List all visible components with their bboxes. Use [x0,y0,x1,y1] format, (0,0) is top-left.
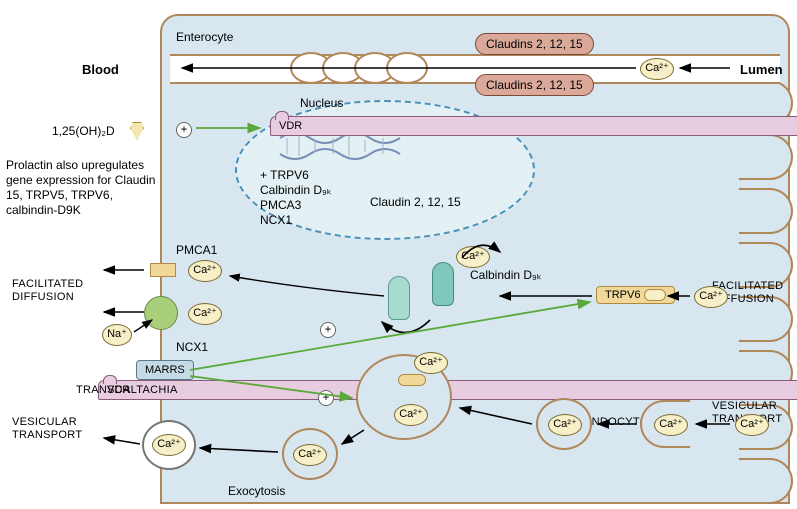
lumen-label: Lumen [740,62,783,77]
plus-icon: + [318,390,334,406]
ca-ion: Ca²⁺ [548,414,582,436]
vesicular-transport-left: VESICULAR TRANSPORT [12,416,102,442]
exocytosis-label: Exocytosis [228,484,285,498]
ca-ion: Ca²⁺ [456,246,490,268]
ca-ion: Ca²⁺ [188,260,222,282]
transcaltachia-label: TRANSCALTACHIA [76,384,178,396]
ca-ion: Ca²⁺ [735,414,769,436]
tight-junction-icon [386,52,428,84]
claudin-pill: Claudins 2, 12, 15 [475,33,594,55]
ca-ion: Ca²⁺ [394,404,428,426]
pmca1-channel [150,263,176,277]
ca-ion: Ca²⁺ [152,434,186,456]
ca-ion: Ca²⁺ [188,303,222,325]
facilitated-diffusion-left: FACILITATED DIFFUSION [12,278,102,304]
ca-ion: Ca²⁺ [694,286,728,308]
nucleus-label: Nucleus [300,96,343,110]
ca-ion: Ca²⁺ [293,444,327,466]
calbindin-icon [432,262,454,306]
ncx1-label: NCX1 [176,340,208,354]
na-ion: Na⁺ [102,324,132,346]
trpv6-cyl-icon [644,289,666,301]
trpv6-label: TRPV6 [605,289,640,301]
gene-list: + TRPV6 Calbindin D₉ₖ PMCA3 NCX1 [260,168,332,228]
ca-ion: Ca²⁺ [640,58,674,80]
claudin-gene-label: Claudin 2, 12, 15 [370,195,461,209]
plus-icon: + [176,122,192,138]
vesicle-channel-icon [398,374,426,386]
pmca1-label: PMCA1 [176,243,217,257]
ncx1-channel [144,296,178,330]
ca-ion: Ca²⁺ [414,352,448,374]
trpv6-channel: TRPV6 [596,286,675,304]
prolactin-note: Prolactin also upregulates gene expressi… [6,158,156,218]
blood-label: Blood [82,62,119,77]
vdr-nuclear: VDR [270,116,797,136]
vitd-icon [130,122,144,140]
ca-ion: Ca²⁺ [654,414,688,436]
enterocyte-label: Enterocyte [176,30,233,44]
marrs-box: MARRS [136,360,194,380]
vitd-label: 1,25(OH)₂D [52,124,115,138]
claudin-pill: Claudins 2, 12, 15 [475,74,594,96]
calbindin-label: Calbindin D₉ₖ [470,268,542,282]
plus-icon: + [320,322,336,338]
calbindin-icon [388,276,410,320]
